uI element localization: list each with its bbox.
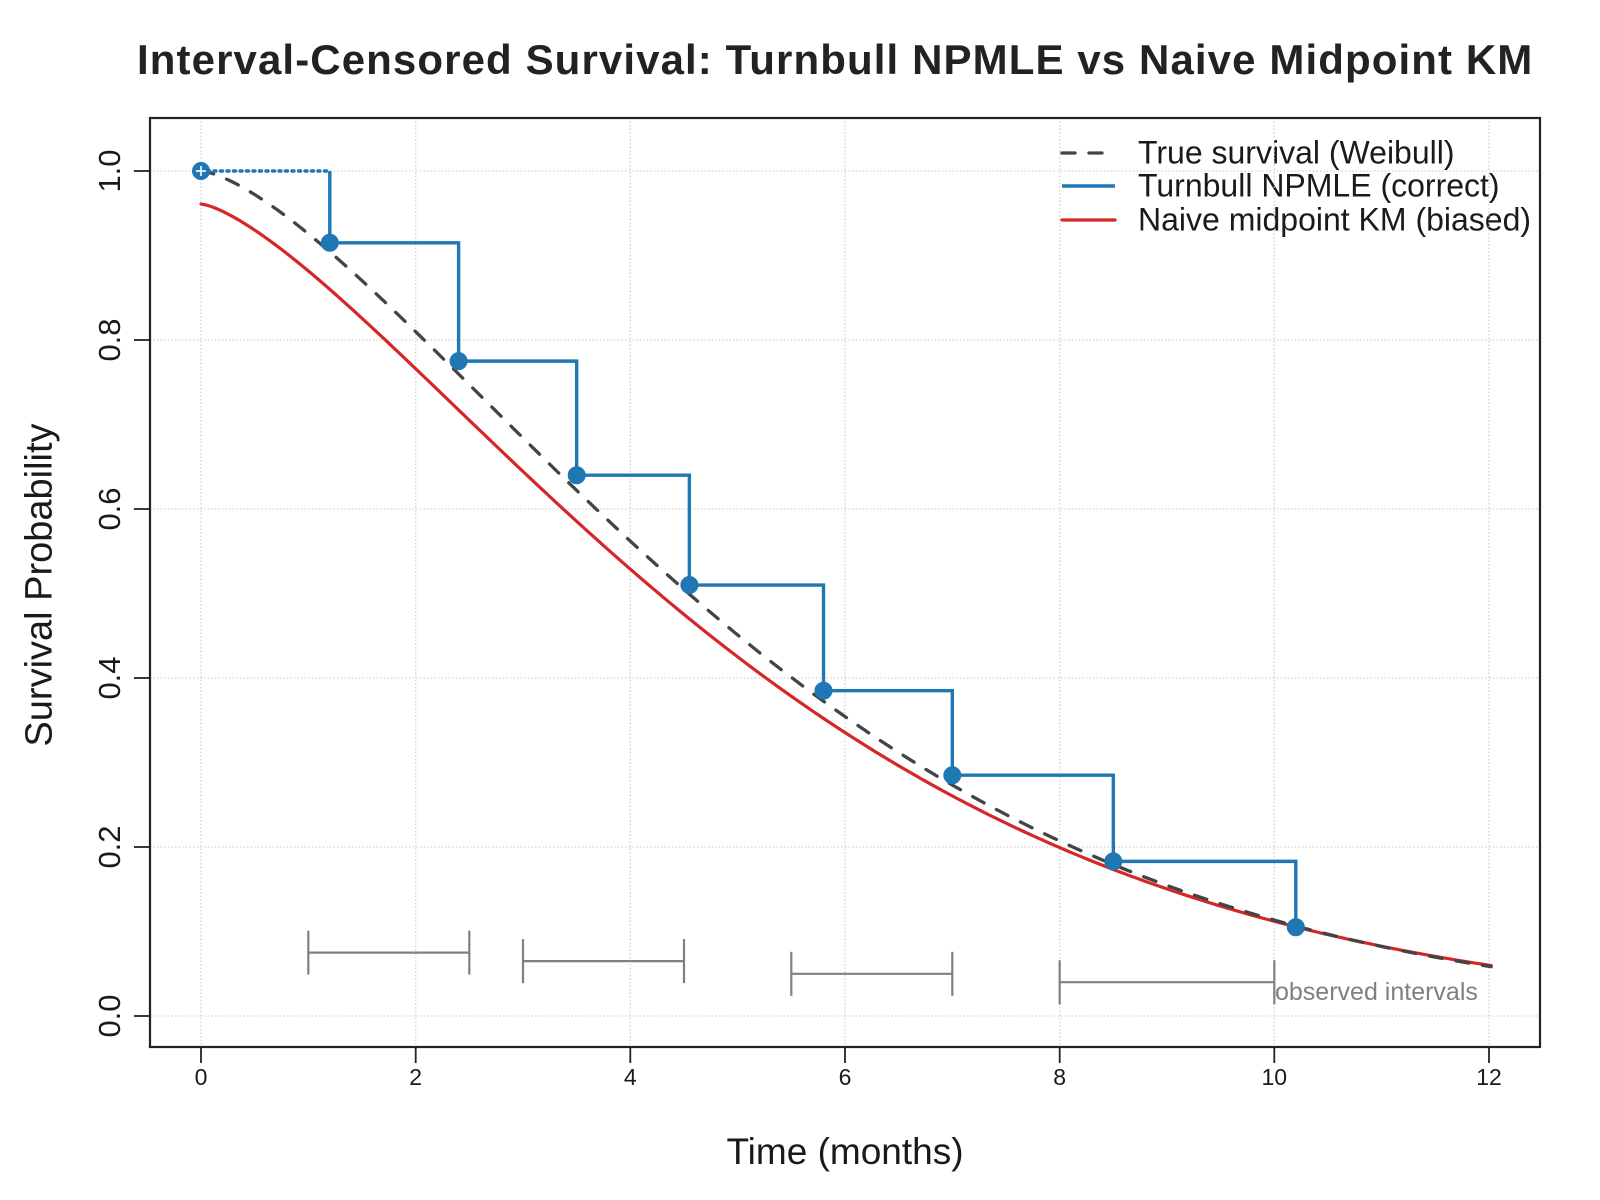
svg-text:observed intervals: observed intervals — [1275, 978, 1478, 1006]
